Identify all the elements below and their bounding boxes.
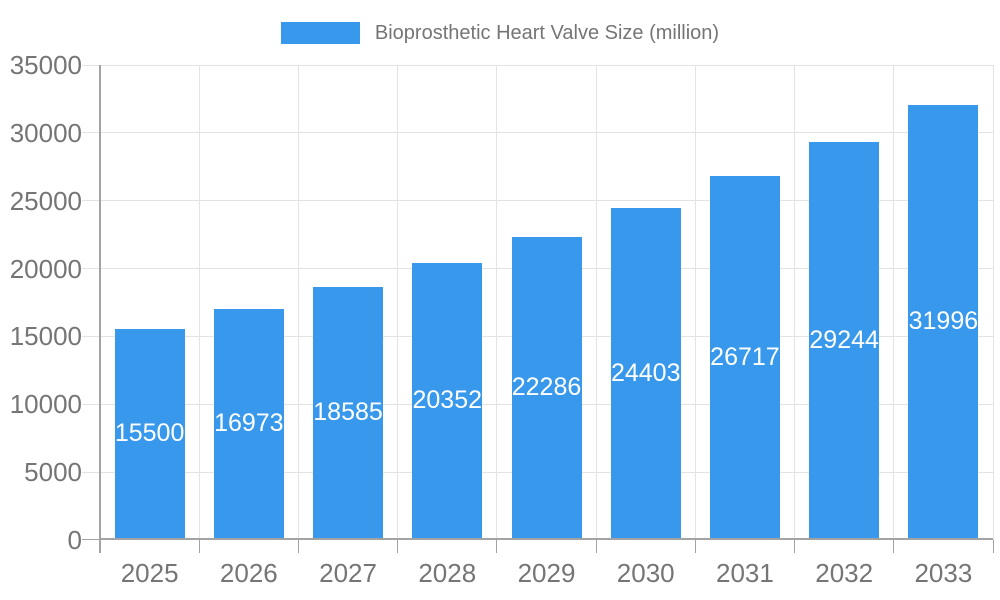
bar-2031[interactable]: 26717	[709, 176, 780, 539]
gridline-vertical	[595, 65, 597, 540]
x-axis-tick	[595, 540, 597, 553]
gridline-horizontal	[82, 132, 993, 134]
bar-2029[interactable]: 22286	[511, 236, 582, 539]
gridline-vertical	[198, 65, 200, 540]
x-axis-line	[99, 538, 993, 540]
x-axis-tick	[893, 540, 895, 553]
x-axis-tick-label: 2033	[914, 558, 973, 588]
gridline-horizontal	[82, 64, 993, 66]
legend-swatch	[280, 22, 360, 44]
gridline-vertical	[297, 65, 299, 540]
x-axis-tick-label: 2030	[616, 558, 675, 588]
bar-2030[interactable]: 24403	[610, 207, 681, 539]
bar-2033[interactable]: 31996	[908, 104, 979, 539]
bar-2028[interactable]: 20352	[412, 262, 483, 539]
x-axis-tick	[496, 540, 498, 553]
bar-value-label: 20352	[412, 386, 483, 415]
gridline-vertical	[496, 65, 498, 540]
bar-value-label: 24403	[610, 358, 681, 387]
bar-value-label: 29244	[809, 326, 879, 355]
x-axis-tick-label: 2032	[815, 558, 874, 588]
y-axis-tick-label: 30000	[9, 117, 82, 148]
y-axis-tick-label: 25000	[9, 185, 82, 216]
x-axis-tick	[397, 540, 399, 553]
plot-area: 15500 16973 18585 20352 22286 24403 26717 29244…	[82, 64, 994, 553]
x-axis-tick-label: 2027	[319, 558, 377, 588]
x-axis-tick-label: 2031	[716, 558, 774, 588]
x-axis-tick-label: 2025	[120, 558, 179, 588]
y-axis-tick-label: 20000	[9, 253, 82, 284]
x-axis-tick	[794, 540, 796, 553]
x-axis-tick	[198, 540, 200, 553]
bar-value-label: 16973	[214, 409, 284, 438]
y-axis-tick-label: 10000	[9, 389, 82, 420]
x-axis-tick-label: 2026	[219, 558, 278, 588]
gridline-vertical	[694, 65, 696, 540]
gridline-vertical	[893, 65, 895, 540]
x-axis-tick	[694, 540, 696, 553]
bar-2032[interactable]: 29244	[809, 142, 880, 539]
y-axis-tick-label: 35000	[9, 50, 82, 80]
x-axis-tick-label: 2029	[517, 558, 576, 588]
x-axis-tick-label: 2028	[418, 558, 477, 588]
bar-2025[interactable]: 15500	[114, 328, 185, 539]
y-axis-tick-label: 0	[67, 525, 82, 555]
gridline-vertical	[397, 65, 399, 540]
y-axis-line	[99, 65, 101, 553]
bar-value-label: 31996	[908, 307, 979, 336]
bar-2027[interactable]: 18585	[313, 286, 384, 539]
y-axis-tick-label: 15000	[9, 321, 82, 352]
x-axis-tick	[992, 540, 994, 553]
x-axis-tick	[297, 540, 299, 553]
bar-value-label: 22286	[511, 373, 582, 402]
y-axis-tick	[82, 539, 100, 540]
bar-value-label: 15500	[114, 419, 185, 448]
legend-label: Bioprosthetic Heart Valve Size (million)	[374, 21, 720, 44]
bar-value-label: 26717	[710, 343, 780, 372]
gridline-horizontal	[82, 200, 993, 202]
gridline-vertical	[992, 65, 994, 540]
gridline-vertical	[794, 65, 796, 540]
y-axis-tick-label: 5000	[24, 457, 82, 488]
bar-value-label: 18585	[313, 398, 383, 427]
bar-2026[interactable]: 16973	[213, 308, 284, 539]
legend-item[interactable]: Bioprosthetic Heart Valve Size (million)	[0, 18, 1000, 48]
